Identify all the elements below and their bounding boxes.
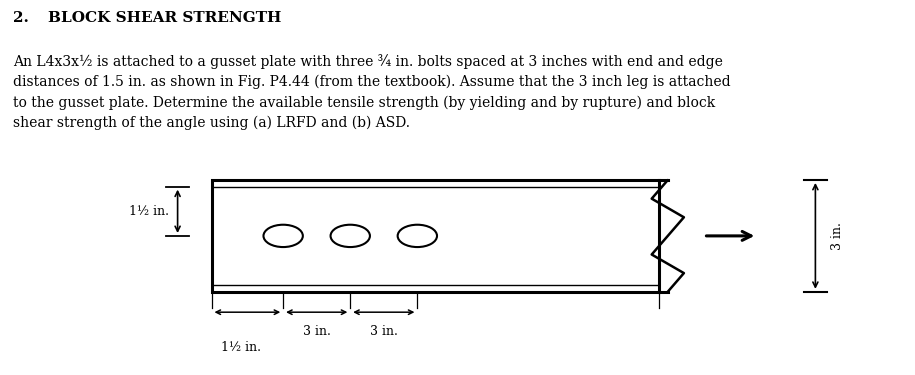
Text: 1½ in.: 1½ in. [129, 205, 168, 218]
Text: 2.: 2. [13, 11, 29, 25]
Bar [211, 180, 659, 292]
Ellipse shape [264, 225, 303, 247]
Text: 3 in.: 3 in. [370, 325, 398, 338]
Text: 3 in.: 3 in. [831, 222, 845, 250]
Text: An L4x3x½ is attached to a gusset plate with three ¾ in. bolts spaced at 3 inche: An L4x3x½ is attached to a gusset plate … [13, 54, 731, 130]
Ellipse shape [398, 225, 437, 247]
Text: 3 in.: 3 in. [303, 325, 330, 338]
Text: 1½ in.: 1½ in. [221, 341, 261, 354]
Ellipse shape [330, 225, 370, 247]
Text: BLOCK SHEAR STRENGTH: BLOCK SHEAR STRENGTH [48, 11, 281, 25]
